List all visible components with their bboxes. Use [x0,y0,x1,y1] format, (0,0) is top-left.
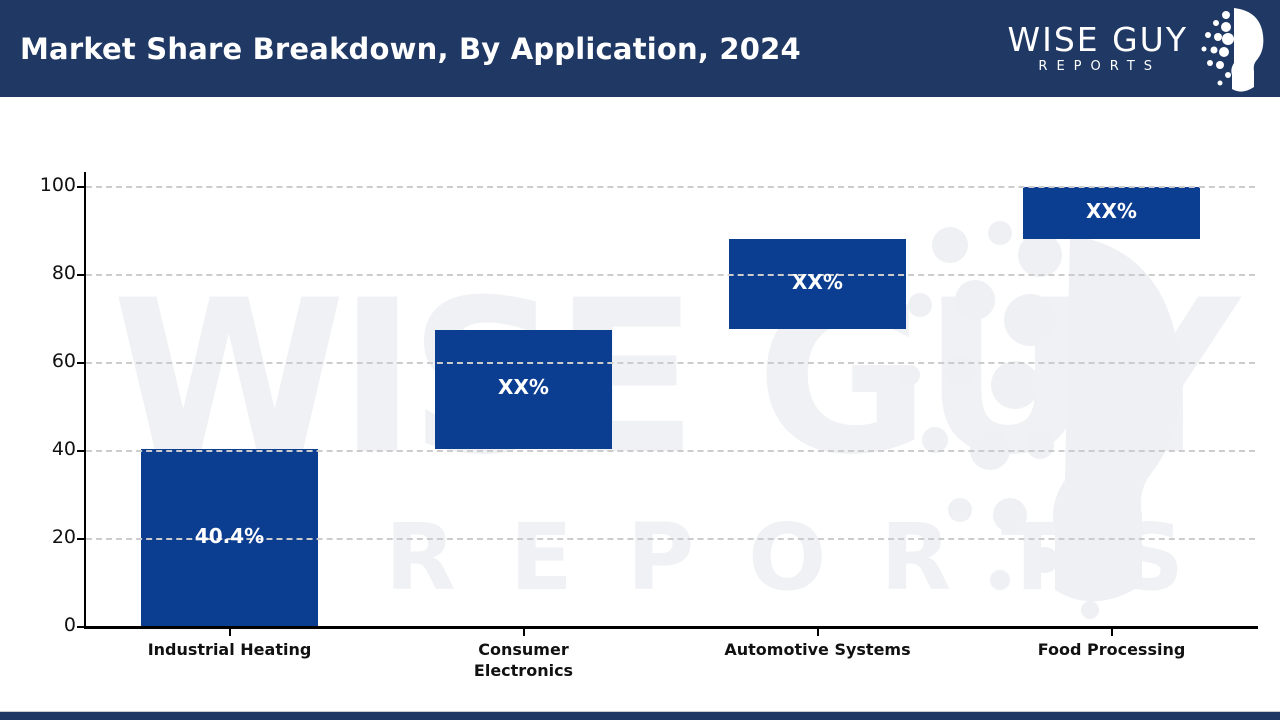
footer-bar [0,711,1280,720]
y-tick-label-20: 20 [51,525,76,548]
brand-logo: WISE GUY REPORTS [1007,5,1280,93]
y-tick-0 [77,625,85,628]
brand-name: WISE GUY [1007,20,1188,59]
y-tick-60 [77,361,85,364]
bar-value-label-food-processing: XX% [1086,198,1137,223]
brand-logo-text: WISE GUY REPORTS [1007,23,1188,74]
x-category-label-consumer-electronics: Consumer Electronics [473,640,574,680]
y-tick-40 [77,449,85,452]
gridline-20 [86,537,1255,540]
bar-automotive-systems [729,239,906,330]
y-tick-20 [77,537,85,540]
x-tick-food-processing [1110,628,1113,636]
page-title: Market Share Breakdown, By Application, … [20,31,801,66]
y-tick-80 [77,273,85,276]
x-tick-automotive-systems [816,628,819,636]
gridline-60 [86,361,1255,364]
y-tick-label-0: 0 [63,613,76,636]
x-tick-industrial-heating [228,628,231,636]
x-tick-consumer-electronics [522,628,525,636]
y-tick-label-80: 80 [51,261,76,284]
x-category-label-food-processing: Food Processing [1037,640,1186,659]
bar-food-processing [1023,186,1200,240]
y-axis-line [84,172,86,628]
x-axis-line [84,626,1258,629]
x-category-label-automotive-systems: Automotive Systems [724,640,911,659]
brand-subname: REPORTS [1038,59,1162,74]
bar-consumer-electronics [435,329,612,449]
y-tick-100 [77,185,85,188]
gridline-40 [86,449,1255,452]
y-tick-label-100: 100 [39,173,76,196]
gridline-80 [86,273,1255,276]
brand-head-icon [1201,7,1264,92]
y-tick-label-40: 40 [51,437,76,460]
bar-value-label-industrial-heating: 40.4% [194,523,265,548]
y-tick-label-60: 60 [51,349,76,372]
gridline-100 [86,185,1255,188]
header-bar: Market Share Breakdown, By Application, … [0,0,1280,97]
bar-value-label-automotive-systems: XX% [792,270,843,295]
x-category-label-industrial-heating: Industrial Heating [147,640,312,659]
bar-value-label-consumer-electronics: XX% [498,375,549,400]
